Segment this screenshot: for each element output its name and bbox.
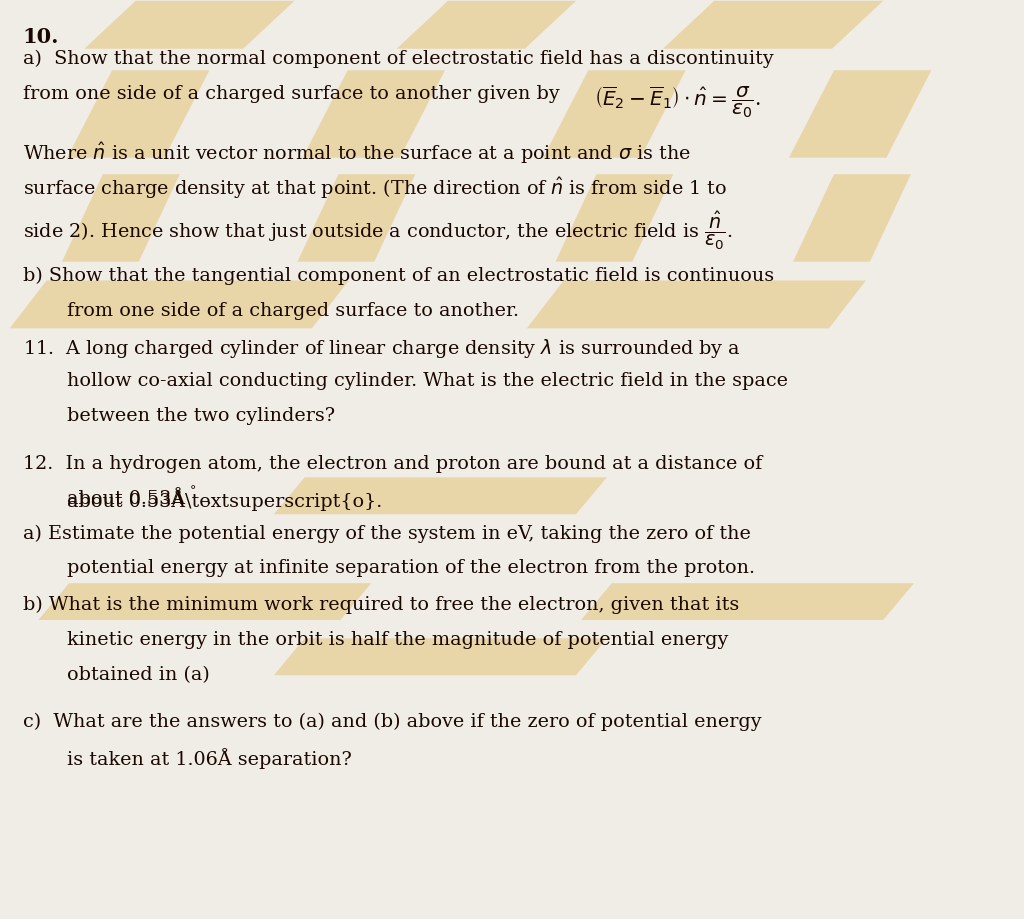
Polygon shape bbox=[39, 584, 372, 620]
Text: is taken at 1.06Å separation?: is taken at 1.06Å separation? bbox=[67, 747, 351, 768]
Polygon shape bbox=[9, 281, 348, 329]
Text: a)  Show that the normal component of electrostatic field has a discontinuity: a) Show that the normal component of ele… bbox=[23, 50, 773, 68]
Polygon shape bbox=[582, 584, 913, 620]
Text: b) What is the minimum work required to free the electron, given that its: b) What is the minimum work required to … bbox=[23, 596, 738, 614]
Text: from one side of a charged surface to another given by: from one side of a charged surface to an… bbox=[23, 85, 559, 103]
Polygon shape bbox=[303, 71, 444, 158]
Polygon shape bbox=[61, 175, 180, 263]
Text: Where $\hat{n}$ is a unit vector normal to the surface at a point and $\sigma$ i: Where $\hat{n}$ is a unit vector normal … bbox=[23, 140, 690, 165]
Text: surface charge density at that point. (The direction of $\hat{n}$ is from side 1: surface charge density at that point. (T… bbox=[23, 175, 726, 200]
Text: °: ° bbox=[189, 484, 196, 497]
Text: from one side of a charged surface to another.: from one side of a charged surface to an… bbox=[67, 301, 518, 320]
Polygon shape bbox=[788, 71, 932, 158]
Polygon shape bbox=[273, 639, 606, 675]
Polygon shape bbox=[664, 2, 883, 50]
Text: about 0.53Å\textsuperscript{o}.: about 0.53Å\textsuperscript{o}. bbox=[67, 490, 382, 511]
Text: side 2). Hence show that just outside a conductor, the electric field is $\dfrac: side 2). Hence show that just outside a … bbox=[23, 210, 732, 252]
Polygon shape bbox=[297, 175, 416, 263]
Text: obtained in (a): obtained in (a) bbox=[67, 665, 209, 684]
Text: $\left(\overline{E}_2 - \overline{E}_1\right)\cdot\hat{n} = \dfrac{\sigma}{\epsi: $\left(\overline{E}_2 - \overline{E}_1\r… bbox=[594, 85, 761, 120]
Polygon shape bbox=[84, 2, 295, 50]
Text: about 0.53Å: about 0.53Å bbox=[67, 490, 184, 508]
Text: potential energy at infinite separation of the electron from the proton.: potential energy at infinite separation … bbox=[67, 559, 755, 577]
Text: 11.  A long charged cylinder of linear charge density $\lambda$ is surrounded by: 11. A long charged cylinder of linear ch… bbox=[23, 336, 740, 359]
Text: a) Estimate the potential energy of the system in eV, taking the zero of the: a) Estimate the potential energy of the … bbox=[23, 524, 751, 542]
Text: c)  What are the answers to (a) and (b) above if the zero of potential energy: c) What are the answers to (a) and (b) a… bbox=[23, 712, 761, 731]
Text: kinetic energy in the orbit is half the magnitude of potential energy: kinetic energy in the orbit is half the … bbox=[67, 630, 728, 649]
Polygon shape bbox=[68, 71, 209, 158]
Text: between the two cylinders?: between the two cylinders? bbox=[67, 406, 335, 425]
Polygon shape bbox=[273, 478, 606, 515]
Polygon shape bbox=[543, 71, 686, 158]
Text: hollow co-axial conducting cylinder. What is the electric field in the space: hollow co-axial conducting cylinder. Wha… bbox=[67, 371, 787, 390]
Polygon shape bbox=[396, 2, 575, 50]
Polygon shape bbox=[555, 175, 674, 263]
Text: 10.: 10. bbox=[23, 27, 59, 47]
Text: b) Show that the tangential component of an electrostatic field is continuous: b) Show that the tangential component of… bbox=[23, 267, 774, 285]
Polygon shape bbox=[527, 281, 866, 329]
Text: 12.  In a hydrogen atom, the electron and proton are bound at a distance of: 12. In a hydrogen atom, the electron and… bbox=[23, 455, 762, 473]
Text: .: . bbox=[205, 490, 211, 508]
Polygon shape bbox=[793, 175, 911, 263]
